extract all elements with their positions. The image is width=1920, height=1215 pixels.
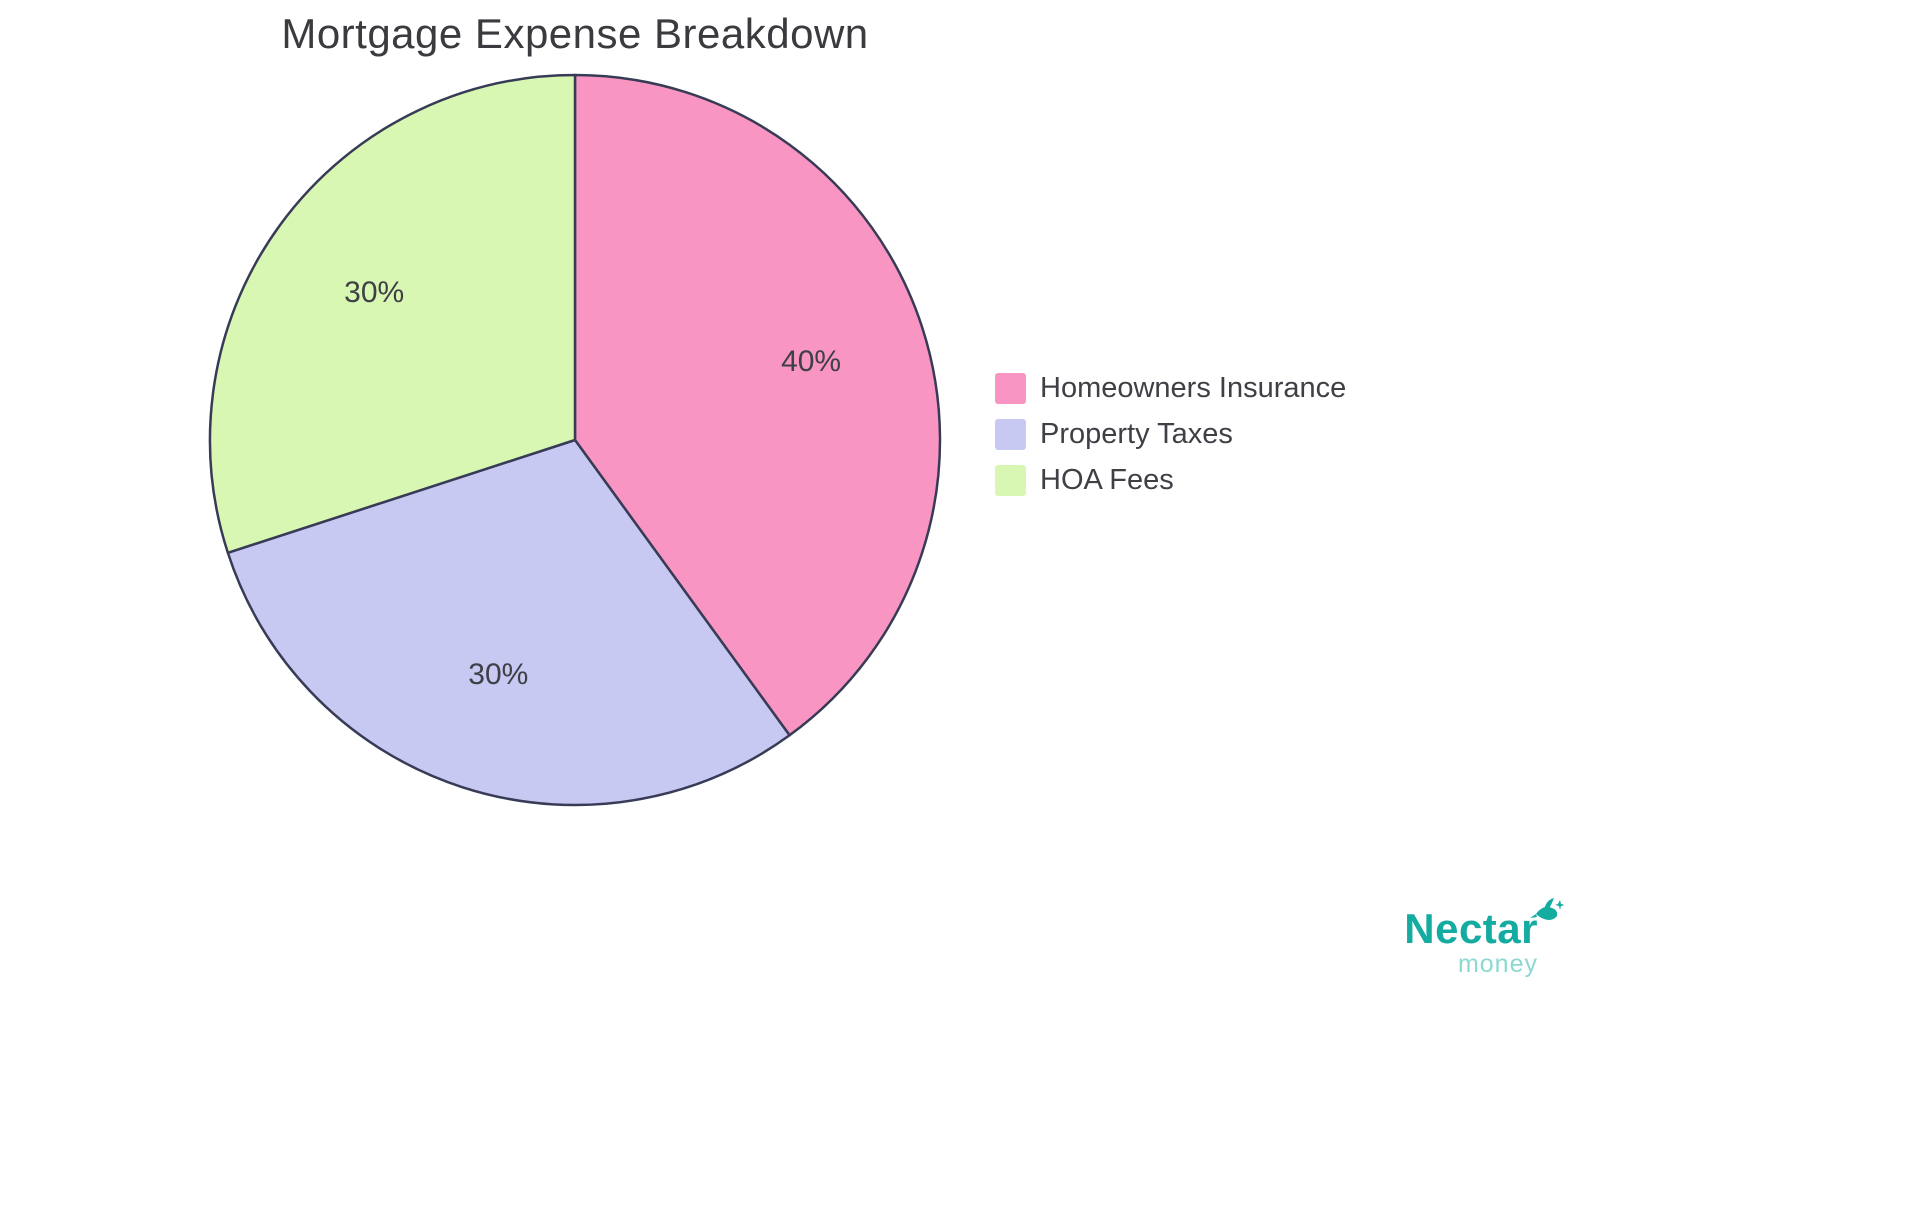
nectar-logo-subtitle: money <box>1457 950 1538 978</box>
legend-item: Homeowners Insurance <box>995 372 1346 405</box>
legend-label: Property Taxes <box>1040 418 1233 450</box>
pie-slice-percent-label: 30% <box>344 276 404 309</box>
nectar-logo: Nectar money <box>1368 898 1564 978</box>
pie-slice <box>573 73 942 737</box>
pie-slice <box>208 73 577 555</box>
nectar-hummingbird-icon <box>1530 898 1564 920</box>
legend: Homeowners Insurance Property Taxes HOA Fe… <box>995 372 1346 497</box>
chart-title: Mortgage Expense Breakdown <box>281 10 869 57</box>
legend-swatch <box>995 419 1026 450</box>
pie-slice-percent-label: 40% <box>781 345 841 378</box>
legend-swatch <box>995 465 1026 496</box>
pie-slice <box>226 438 791 807</box>
legend-item: Property Taxes <box>995 418 1346 451</box>
nectar-logo-name: Nectar <box>1404 905 1538 952</box>
legend-label: Homeowners Insurance <box>1040 372 1347 404</box>
nectar-logo-top: Nectar <box>1404 898 1564 952</box>
legend-label: HOA Fees <box>1040 464 1174 496</box>
pie-slice-percent-label: 30% <box>468 658 528 691</box>
legend-item: HOA Fees <box>995 464 1346 497</box>
legend-swatch <box>995 373 1026 404</box>
pie-chart-svg: 40% 30% 30% <box>208 73 942 807</box>
